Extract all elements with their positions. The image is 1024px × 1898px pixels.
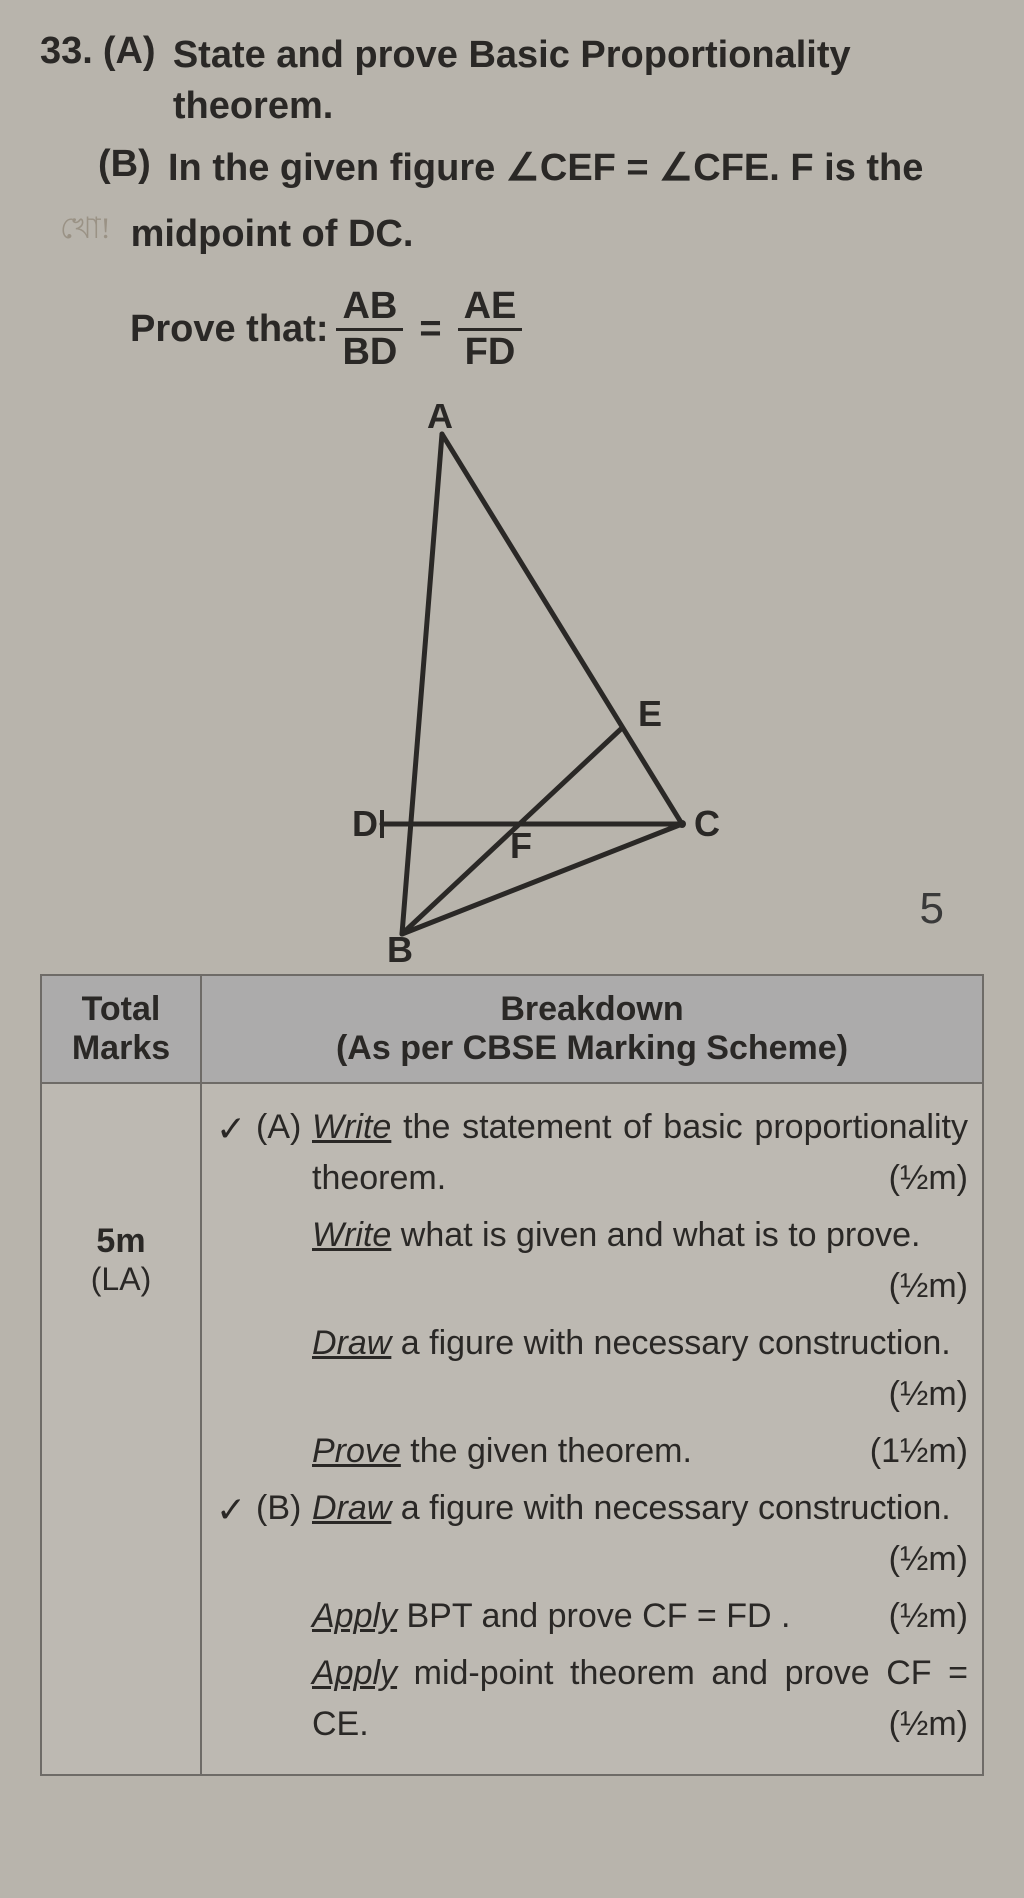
breakdown-rest: a figure with necessary construction. bbox=[391, 1324, 950, 1362]
breakdown-row: ✓(A)Write the statement of basic proport… bbox=[216, 1102, 968, 1204]
breakdown-mark: (½m) bbox=[889, 1534, 968, 1585]
question-b-line: (B) In the given figure ∠CEF = ∠CFE. F i… bbox=[98, 143, 984, 194]
breakdown-verb: Draw bbox=[312, 1489, 391, 1527]
svg-text:C: C bbox=[694, 803, 720, 844]
equals-sign: = bbox=[419, 308, 441, 351]
breakdown-verb: Draw bbox=[312, 1324, 391, 1362]
breakdown-label: (B) bbox=[256, 1483, 312, 1534]
breakdown-row: Prove the given theorem. (1½m) bbox=[216, 1426, 968, 1477]
breakdown-body: Draw a figure with necessary constructio… bbox=[312, 1483, 968, 1585]
svg-text:A: A bbox=[427, 404, 453, 436]
breakdown-mark: (½m) bbox=[889, 1369, 968, 1420]
question-number: 33. bbox=[40, 30, 93, 73]
breakdown-mark: (½m) bbox=[889, 1261, 968, 1312]
breakdown-verb: Apply bbox=[312, 1597, 397, 1635]
tick-icon: ✓ bbox=[216, 1483, 256, 1537]
breakdown-rest: BPT and prove CF = FD . bbox=[397, 1597, 790, 1635]
fraction-ab-bd: AB BD bbox=[336, 285, 403, 374]
frac1-bot: BD bbox=[336, 331, 403, 374]
breakdown-row: ✓(B)Draw a figure with necessary constru… bbox=[216, 1483, 968, 1585]
svg-text:B: B bbox=[387, 929, 413, 964]
total-note: (LA) bbox=[56, 1261, 186, 1298]
marks-table: Total Marks Breakdown (As per CBSE Marki… bbox=[40, 974, 984, 1776]
total-cell: 5m (LA) bbox=[41, 1083, 201, 1775]
breakdown-body: Write the statement of basic proportiona… bbox=[312, 1102, 968, 1204]
prove-prefix: Prove that: bbox=[130, 308, 328, 351]
prove-line: Prove that: AB BD = AE FD bbox=[130, 285, 984, 374]
breakdown-body: Write what is given and what is to prove… bbox=[312, 1210, 968, 1312]
breakdown-rest: the statement of basic proportionality t… bbox=[312, 1108, 968, 1197]
breakdown-rest: mid-point theorem and prove CF = CE. bbox=[312, 1654, 968, 1743]
header-total-line1: Total bbox=[52, 990, 190, 1029]
breakdown-list: ✓(A)Write the statement of basic proport… bbox=[216, 1102, 968, 1750]
handwritten-note: খো! bbox=[60, 204, 111, 255]
breakdown-verb: Prove bbox=[312, 1432, 401, 1470]
frac2-bot: FD bbox=[459, 331, 522, 374]
triangle-figure: A B C D E F bbox=[262, 404, 762, 964]
breakdown-verb: Apply bbox=[312, 1654, 397, 1692]
frac1-top: AB bbox=[336, 285, 403, 331]
header-total: Total Marks bbox=[41, 975, 201, 1083]
header-total-line2: Marks bbox=[52, 1029, 190, 1068]
part-b-text2: midpoint of DC. bbox=[131, 213, 414, 256]
part-a-text: State and prove Basic Proportionality th… bbox=[173, 30, 984, 133]
figure-container: A B C D E F 5 bbox=[40, 404, 984, 964]
header-breakdown-line2: (As per CBSE Marking Scheme) bbox=[212, 1029, 972, 1068]
breakdown-label: (A) bbox=[256, 1102, 312, 1153]
breakdown-body: Prove the given theorem. (1½m) bbox=[312, 1426, 968, 1477]
breakdown-rest: the given theorem. bbox=[401, 1432, 692, 1470]
breakdown-row: Apply BPT and prove CF = FD . (½m) bbox=[216, 1591, 968, 1642]
breakdown-row: Write what is given and what is to prove… bbox=[216, 1210, 968, 1312]
total-value: 5m bbox=[56, 1222, 186, 1261]
breakdown-body: Apply mid-point theorem and prove CF = C… bbox=[312, 1648, 968, 1750]
breakdown-mark: (½m) bbox=[889, 1591, 968, 1642]
breakdown-mark: (1½m) bbox=[870, 1426, 968, 1477]
question-block: 33. (A) State and prove Basic Proportion… bbox=[40, 30, 984, 265]
breakdown-cell: ✓(A)Write the statement of basic proport… bbox=[201, 1083, 983, 1775]
breakdown-body: Apply BPT and prove CF = FD . (½m) bbox=[312, 1591, 968, 1642]
part-b-label: (B) bbox=[98, 143, 158, 186]
breakdown-mark: (½m) bbox=[889, 1153, 968, 1204]
svg-text:D: D bbox=[352, 803, 378, 844]
breakdown-verb: Write bbox=[312, 1108, 391, 1146]
breakdown-mark: (½m) bbox=[889, 1699, 968, 1750]
header-breakdown-line1: Breakdown bbox=[212, 990, 972, 1029]
breakdown-rest: a figure with necessary construction. bbox=[391, 1489, 950, 1527]
fraction-ae-fd: AE FD bbox=[458, 285, 523, 374]
breakdown-body: Draw a figure with necessary constructio… bbox=[312, 1318, 968, 1420]
svg-text:E: E bbox=[638, 693, 662, 734]
frac2-top: AE bbox=[458, 285, 523, 331]
part-a-label: (A) bbox=[103, 30, 163, 73]
breakdown-verb: Write bbox=[312, 1216, 391, 1254]
breakdown-row: Apply mid-point theorem and prove CF = C… bbox=[216, 1648, 968, 1750]
part-b-text1: In the given figure ∠CEF = ∠CFE. F is th… bbox=[168, 143, 984, 194]
side-number-5: 5 bbox=[920, 884, 944, 934]
question-a-line: 33. (A) State and prove Basic Proportion… bbox=[40, 30, 984, 133]
tick-icon: ✓ bbox=[216, 1102, 256, 1156]
breakdown-rest: what is given and what is to prove. bbox=[391, 1216, 920, 1254]
breakdown-row: Draw a figure with necessary constructio… bbox=[216, 1318, 968, 1420]
svg-text:F: F bbox=[510, 825, 532, 866]
header-breakdown: Breakdown (As per CBSE Marking Scheme) bbox=[201, 975, 983, 1083]
